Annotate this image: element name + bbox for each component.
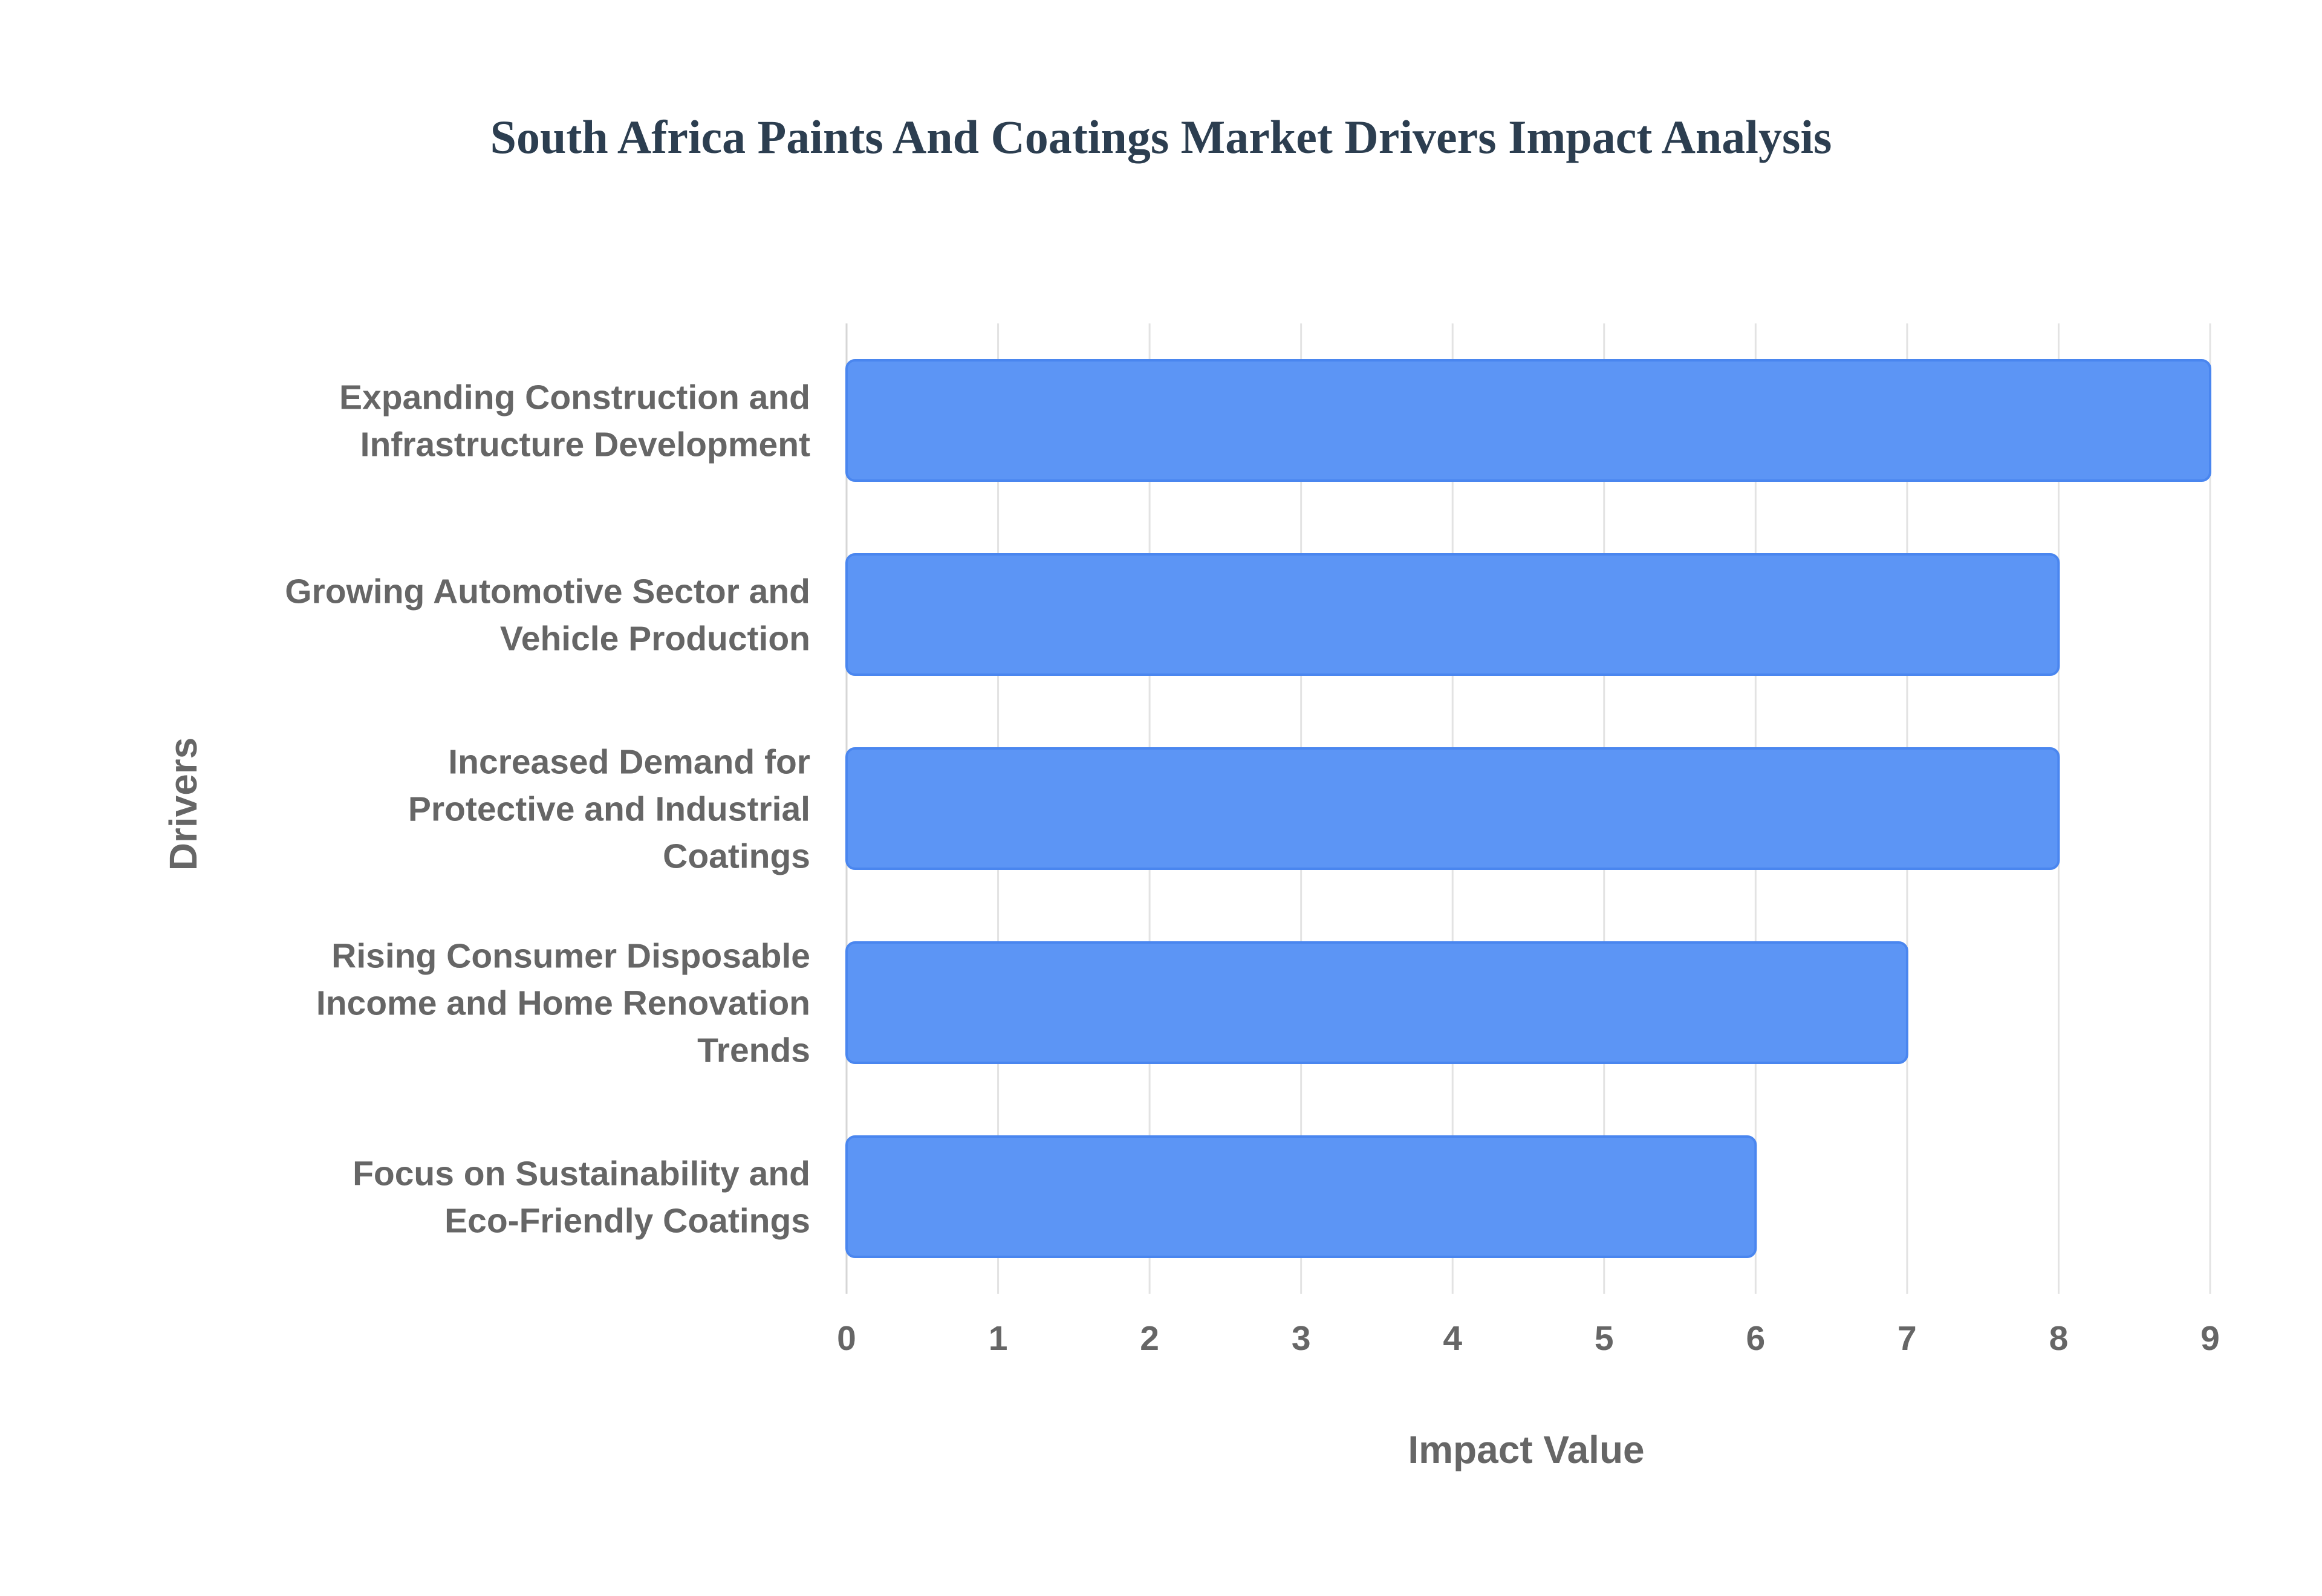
bar: [845, 553, 2060, 676]
x-tick-label: 2: [1140, 1319, 1159, 1358]
category-label: Growing Automotive Sector and Vehicle Pro…: [285, 573, 810, 658]
x-tick-label: 8: [2049, 1319, 2069, 1358]
category-label: Rising Consumer Disposable Income and Hom…: [316, 937, 810, 1070]
x-tick-label: 9: [2200, 1319, 2220, 1358]
bar: [845, 747, 2060, 871]
y-axis-title: Drivers: [161, 738, 205, 871]
x-tick-label: 1: [989, 1319, 1008, 1358]
category-labels: Expanding Construction and Infrastructure…: [285, 378, 810, 1241]
x-tick-label: 5: [1595, 1319, 1614, 1358]
x-tick-label: 0: [837, 1319, 856, 1358]
chart-title: South Africa Paints And Coatings Market …: [490, 111, 1832, 163]
bars: [845, 358, 2211, 1259]
category-label: Expanding Construction and Infrastructure…: [339, 378, 810, 464]
x-tick-labels: 0 1 2 3 4 5 6 7 8 9: [837, 1319, 2220, 1358]
bar: [845, 358, 2211, 482]
x-axis-title: Impact Value: [1408, 1428, 1644, 1471]
category-label: Focus on Sustainability and Eco-Friendly …: [353, 1155, 810, 1241]
x-tick-label: 4: [1443, 1319, 1462, 1358]
bar: [845, 1135, 1757, 1259]
x-tick-label: 6: [1746, 1319, 1765, 1358]
x-tick-label: 7: [1898, 1319, 1917, 1358]
bar: [845, 941, 1908, 1065]
category-label: Increased Demand for Protective and Indus…: [408, 743, 810, 876]
x-tick-label: 3: [1292, 1319, 1311, 1358]
